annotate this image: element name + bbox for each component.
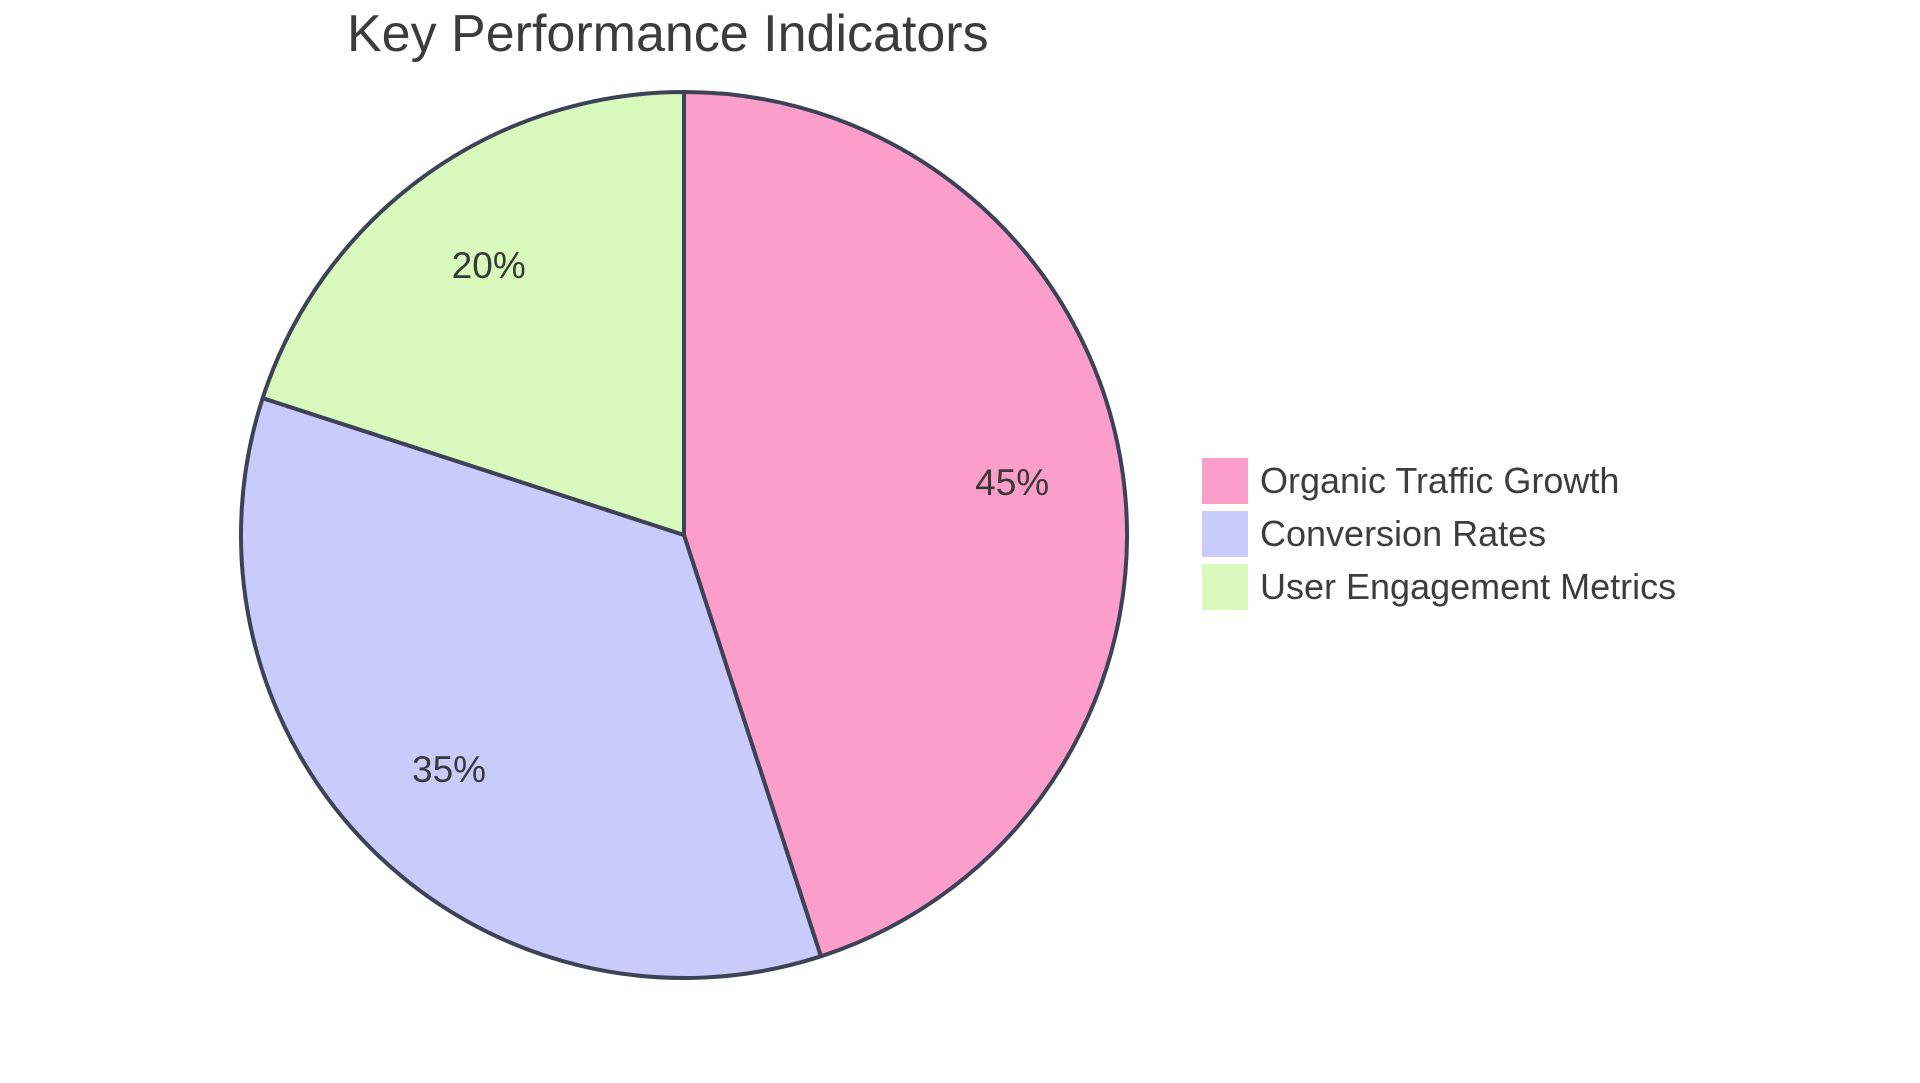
pie-slice-1[interactable] [238,396,823,981]
legend-item-label: Conversion Rates [1260,513,1547,554]
pie-slice-2[interactable] [260,90,686,537]
pie-slice-0[interactable] [682,90,1130,959]
legend-swatch-icon [1202,458,1248,504]
legend-item-2[interactable]: User Engagement Metrics [1202,564,1676,610]
legend: Organic Traffic Growth Conversion Rates Us… [1202,458,1676,610]
chart-title: Key Performance Indicators [347,5,989,63]
legend-item-0[interactable]: Organic Traffic Growth [1202,458,1676,504]
legend-swatch-icon [1202,564,1248,610]
legend-item-label: Organic Traffic Growth [1260,460,1620,501]
legend-item-1[interactable]: Conversion Rates [1202,511,1676,557]
legend-swatch-icon [1202,511,1248,557]
legend-item-label: User Engagement Metrics [1260,566,1677,607]
